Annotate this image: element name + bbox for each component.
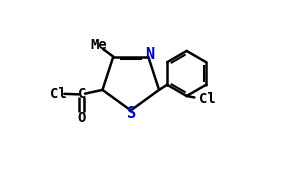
Text: S: S: [127, 106, 136, 121]
Text: N: N: [145, 47, 154, 62]
Text: C: C: [78, 87, 86, 101]
Text: Cl: Cl: [199, 92, 216, 106]
Text: O: O: [78, 111, 86, 125]
Text: Cl: Cl: [50, 87, 67, 101]
Text: Me: Me: [91, 38, 107, 52]
